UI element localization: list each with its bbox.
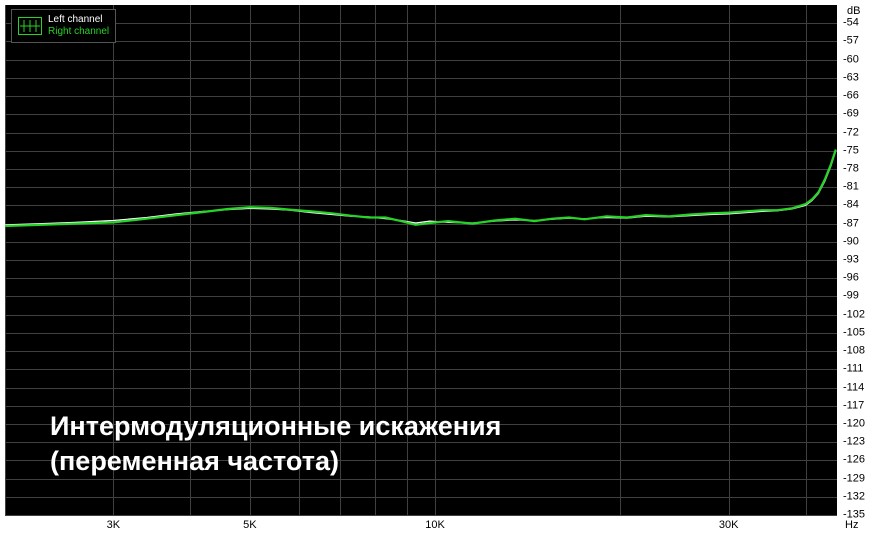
y-tick-label: -105	[843, 327, 875, 338]
y-tick-label: -96	[843, 273, 875, 284]
y-tick-label: -132	[843, 491, 875, 502]
y-tick-label: -102	[843, 309, 875, 320]
x-tick-label: 30K	[719, 519, 739, 531]
y-axis-unit: dB	[847, 5, 860, 17]
x-tick-label: 5K	[243, 519, 256, 531]
y-tick-label: -120	[843, 418, 875, 429]
y-tick-label: -81	[843, 182, 875, 193]
y-tick-label: -117	[843, 400, 875, 411]
y-tick-label: -69	[843, 109, 875, 120]
y-tick-label: -135	[843, 510, 875, 521]
legend-right-channel: Right channel	[48, 26, 109, 38]
y-tick-label: -123	[843, 437, 875, 448]
y-tick-label: -99	[843, 291, 875, 302]
y-tick-label: -90	[843, 236, 875, 247]
y-tick-label: -66	[843, 91, 875, 102]
y-tick-label: -78	[843, 163, 875, 174]
y-tick-label: -108	[843, 346, 875, 357]
overlay-title-line-2: (переменная частота)	[50, 446, 339, 477]
y-tick-label: -93	[843, 255, 875, 266]
y-tick-label: -111	[843, 364, 875, 375]
y-tick-label: -57	[843, 36, 875, 47]
y-tick-label: -63	[843, 72, 875, 83]
channel-icon	[18, 17, 42, 35]
x-tick-label: 3K	[107, 519, 120, 531]
y-tick-label: -54	[843, 18, 875, 29]
y-tick-label: -75	[843, 145, 875, 156]
y-tick-label: -114	[843, 382, 875, 393]
overlay-title-line-1: Интермодуляционные искажения	[50, 411, 501, 442]
x-tick-label: 10K	[425, 519, 445, 531]
y-tick-label: -84	[843, 200, 875, 211]
y-tick-label: -72	[843, 127, 875, 138]
y-tick-label: -87	[843, 218, 875, 229]
x-axis-unit: Hz	[845, 519, 858, 531]
chart-container: Left channel Right channel dB Hz Интермо…	[0, 0, 877, 538]
y-tick-label: -126	[843, 455, 875, 466]
y-tick-label: -60	[843, 54, 875, 65]
gridline-h	[5, 515, 837, 516]
legend-left-channel: Left channel	[48, 14, 109, 26]
legend-text: Left channel Right channel	[48, 14, 109, 38]
y-tick-label: -129	[843, 473, 875, 484]
legend-box: Left channel Right channel	[11, 9, 116, 43]
